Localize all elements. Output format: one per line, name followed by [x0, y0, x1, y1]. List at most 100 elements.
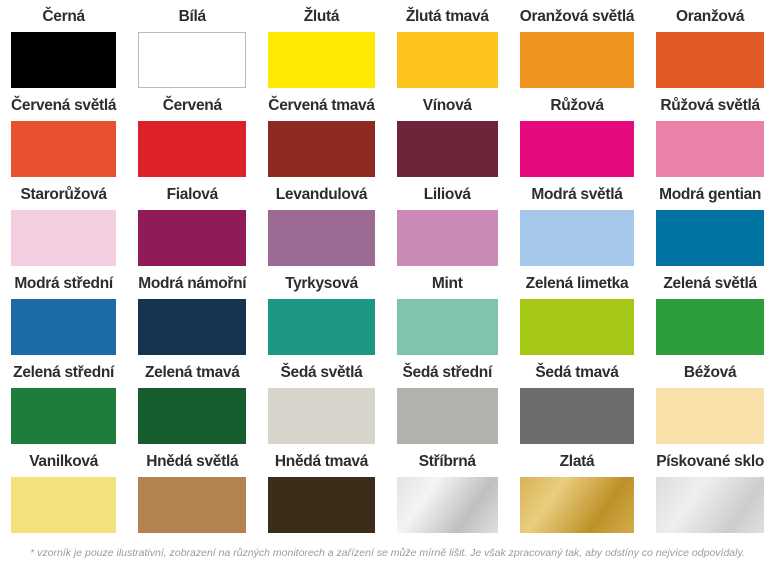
color-swatch	[268, 210, 375, 266]
color-swatch	[396, 388, 498, 444]
swatch-cell: Šedá střední	[386, 362, 509, 451]
swatch-label: Modrá námořní	[138, 275, 247, 292]
swatch-cell: Zelená limetka	[509, 273, 645, 362]
color-swatch	[11, 121, 117, 177]
swatch-cell: Hnědá světlá	[127, 451, 257, 540]
swatch-cell: Zelená střední	[0, 362, 127, 451]
swatch-cell: Oranžová světlá	[509, 6, 645, 95]
swatch-label: Žlutá tmavá	[405, 8, 489, 25]
swatch-label: Modrá střední	[14, 275, 113, 292]
swatch-label: Vanilková	[29, 453, 99, 470]
color-swatch	[396, 299, 498, 355]
swatch-label: Levandulová	[275, 186, 368, 203]
color-swatch	[656, 121, 764, 177]
swatch-label: Vínová	[422, 97, 472, 114]
swatch-grid: Černá Bílá Žlutá Žlutá tmavá Oranžová sv…	[0, 6, 775, 540]
swatch-cell: Černá	[0, 6, 127, 95]
color-swatch	[11, 210, 117, 266]
color-swatch	[138, 388, 247, 444]
color-swatch	[11, 32, 117, 88]
swatch-cell: Růžová	[509, 95, 645, 184]
swatch-cell: Červená světlá	[0, 95, 127, 184]
swatch-cell: Starorůžová	[0, 184, 127, 273]
swatch-label: Tyrkysová	[285, 275, 358, 292]
color-swatch	[519, 32, 635, 88]
swatch-cell: Béžová	[645, 362, 775, 451]
color-swatch	[138, 121, 247, 177]
color-swatch	[519, 299, 635, 355]
color-swatch	[656, 32, 764, 88]
swatch-label: Modrá gentian	[659, 186, 762, 203]
swatch-cell: Žlutá	[257, 6, 385, 95]
swatch-cell: Modrá námořní	[127, 273, 257, 362]
color-swatch	[519, 210, 635, 266]
swatch-cell: Vínová	[386, 95, 509, 184]
swatch-label: Zelená tmavá	[144, 364, 240, 381]
swatch-label: Fialová	[166, 186, 219, 203]
swatch-cell: Šedá světlá	[257, 362, 385, 451]
swatch-cell: Hnědá tmavá	[257, 451, 385, 540]
swatch-cell: Zelená tmavá	[127, 362, 257, 451]
swatch-label: Pískované sklo	[656, 453, 764, 470]
color-swatch	[11, 388, 117, 444]
color-swatch	[519, 388, 635, 444]
swatch-cell: Liliová	[386, 184, 509, 273]
swatch-cell: Červená	[127, 95, 257, 184]
swatch-cell: Oranžová	[645, 6, 775, 95]
swatch-label: Zelená světlá	[663, 275, 757, 292]
color-swatch	[656, 477, 764, 533]
swatch-label: Červená	[162, 97, 222, 114]
swatch-label: Béžová	[683, 364, 737, 381]
swatch-label: Červená světlá	[11, 97, 117, 114]
swatch-cell: Žlutá tmavá	[386, 6, 509, 95]
color-swatch	[519, 121, 635, 177]
swatch-label: Liliová	[423, 186, 471, 203]
swatch-cell: Zelená světlá	[645, 273, 775, 362]
swatch-cell: Modrá střední	[0, 273, 127, 362]
swatch-cell: Růžová světlá	[645, 95, 775, 184]
color-swatch	[268, 32, 375, 88]
disclaimer-note: * vzorník je pouze ilustrativní, zobraze…	[30, 547, 745, 559]
color-swatch	[396, 210, 498, 266]
swatch-label: Zelená střední	[13, 364, 115, 381]
swatch-cell: Stříbrná	[386, 451, 509, 540]
color-swatch	[138, 32, 247, 88]
swatch-label: Červená tmavá	[268, 97, 375, 114]
swatch-label: Oranžová světlá	[519, 8, 635, 25]
color-swatch	[656, 299, 764, 355]
swatch-cell: Vanilková	[0, 451, 127, 540]
color-swatch	[519, 477, 635, 533]
color-swatch	[396, 477, 498, 533]
swatch-cell: Červená tmavá	[257, 95, 385, 184]
color-swatch	[656, 210, 764, 266]
swatch-label: Růžová světlá	[660, 97, 760, 114]
swatch-label: Modrá světlá	[531, 186, 623, 203]
swatch-cell: Mint	[386, 273, 509, 362]
swatch-label: Hnědá tmavá	[274, 453, 369, 470]
swatch-cell: Fialová	[127, 184, 257, 273]
swatch-cell: Bílá	[127, 6, 257, 95]
color-swatch	[268, 299, 375, 355]
swatch-label: Růžová	[550, 97, 604, 114]
color-swatch	[268, 477, 375, 533]
swatch-cell: Šedá tmavá	[509, 362, 645, 451]
swatch-label: Mint	[431, 275, 463, 292]
color-swatch	[268, 121, 375, 177]
swatch-cell: Tyrkysová	[257, 273, 385, 362]
swatch-label: Hnědá světlá	[146, 453, 239, 470]
swatch-cell: Levandulová	[257, 184, 385, 273]
color-swatch	[138, 299, 247, 355]
swatch-cell: Zlatá	[509, 451, 645, 540]
color-swatch	[138, 477, 247, 533]
swatch-cell: Modrá světlá	[509, 184, 645, 273]
swatch-label: Bílá	[178, 8, 207, 25]
swatch-label: Šedá střední	[402, 364, 493, 381]
swatch-label: Starorůžová	[20, 186, 107, 203]
swatch-cell: Pískované sklo	[645, 451, 775, 540]
swatch-label: Oranžová	[675, 8, 745, 25]
color-swatch	[656, 388, 764, 444]
swatch-label: Šedá světlá	[280, 364, 363, 381]
color-swatch	[11, 299, 117, 355]
swatch-label: Zelená limetka	[525, 275, 629, 292]
